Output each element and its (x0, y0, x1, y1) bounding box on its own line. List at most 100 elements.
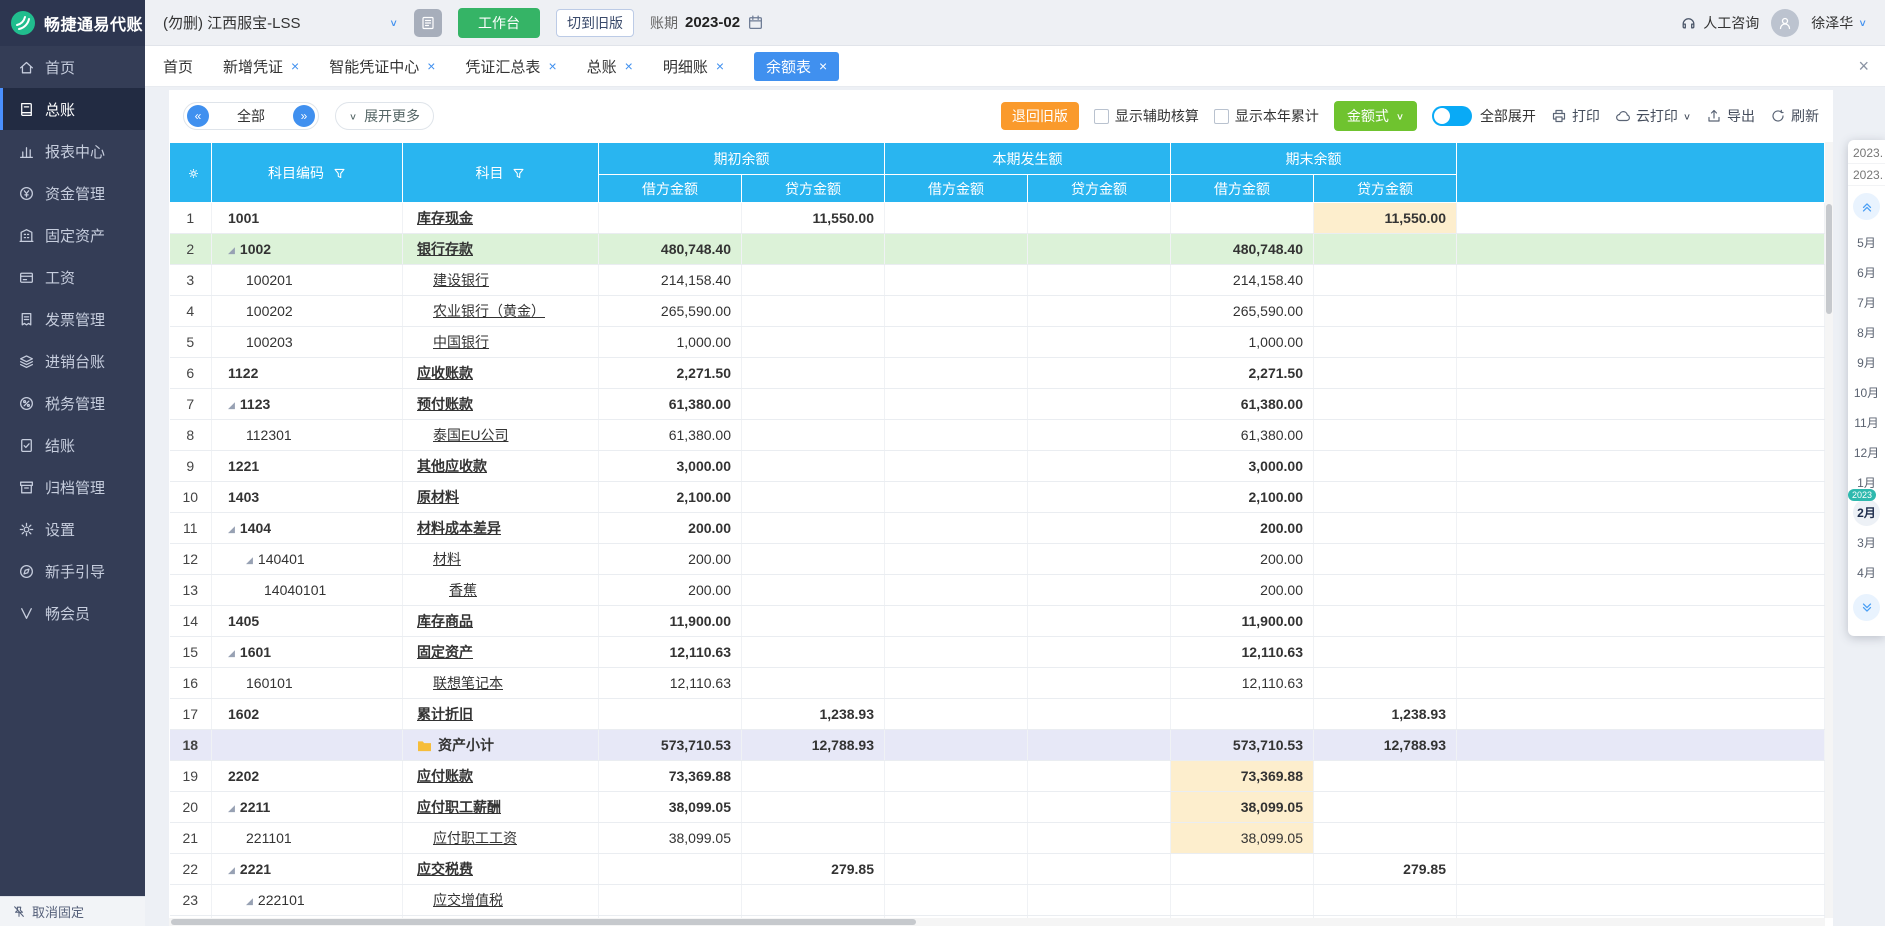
month-8月[interactable]: 8月 (1848, 317, 1885, 347)
tab-close-icon[interactable]: × (291, 58, 300, 74)
account-link[interactable]: 泰国EU公司 (433, 427, 509, 443)
account-link[interactable]: 固定资产 (417, 644, 473, 660)
account-link[interactable]: 建设银行 (433, 272, 489, 288)
sidebar-item-settings[interactable]: 设置 (0, 508, 145, 550)
tab-balance-sheet[interactable]: 余额表 × (754, 51, 840, 81)
horizontal-scrollbar-thumb[interactable] (171, 919, 917, 925)
account-link[interactable]: 应收账款 (417, 365, 473, 381)
month-9月[interactable]: 9月 (1848, 347, 1885, 377)
sidebar-item-salary[interactable]: 工资 (0, 256, 145, 298)
account-link[interactable]: 库存现金 (417, 210, 473, 226)
account-link[interactable]: 库存商品 (417, 613, 473, 629)
sidebar-item-closing[interactable]: 结账 (0, 424, 145, 466)
show-ytd-checkbox[interactable]: 显示本年累计 (1213, 106, 1319, 126)
export-button[interactable]: 导出 (1706, 106, 1755, 126)
sidebar-item-general-ledger[interactable]: 总账 (0, 88, 145, 130)
vertical-scrollbar[interactable] (1825, 142, 1833, 918)
vertical-scrollbar-thumb[interactable] (1826, 204, 1832, 314)
amount-style-button[interactable]: 金额式 ∨ (1333, 101, 1417, 131)
account-link[interactable]: 应交增值税 (433, 892, 503, 908)
month-5月[interactable]: 5月 (1848, 227, 1885, 257)
scope-prev-button[interactable]: « (187, 105, 209, 127)
expand-triangle-icon[interactable]: ◢ (228, 648, 235, 658)
sidebar-item-fund[interactable]: 资金管理 (0, 172, 145, 214)
account-link[interactable]: 预付账款 (417, 396, 473, 412)
refresh-button[interactable]: 刷新 (1770, 106, 1819, 126)
tab-close-icon[interactable]: × (427, 58, 436, 74)
month-1月[interactable]: 1月 (1848, 467, 1885, 497)
account-link[interactable]: 银行存款 (417, 241, 473, 257)
month-11月[interactable]: 11月 (1848, 407, 1885, 437)
tab-close-icon[interactable]: × (624, 58, 633, 74)
expand-triangle-icon[interactable]: ◢ (228, 245, 235, 255)
show-aux-checkbox[interactable]: 显示辅助核算 (1093, 106, 1199, 126)
sidebar-item-report-center[interactable]: 报表中心 (0, 130, 145, 172)
toggle-track[interactable] (1431, 106, 1472, 126)
switch-old-version-button[interactable]: 切到旧版 (556, 8, 634, 37)
account-link[interactable]: 累计折旧 (417, 706, 473, 722)
tab-voucher-summary[interactable]: 凭证汇总表 × (465, 52, 556, 81)
sidebar-item-inventory[interactable]: 进销台账 (0, 340, 145, 382)
expand-triangle-icon[interactable]: ◢ (228, 400, 235, 410)
expand-all-toggle[interactable]: 全部展开 (1431, 106, 1536, 126)
company-select[interactable]: (勿删) 江西服宝-LSS ∨ (163, 12, 398, 33)
tab-general-ledger[interactable]: 总账 × (587, 52, 633, 81)
tab-close-icon[interactable]: × (715, 58, 725, 74)
column-config-header[interactable] (169, 142, 212, 203)
account-link[interactable]: 应付职工工资 (433, 830, 517, 846)
print-button[interactable]: 打印 (1551, 106, 1600, 126)
expand-triangle-icon[interactable]: ◢ (246, 896, 253, 906)
avatar[interactable] (1771, 8, 1800, 37)
account-link[interactable]: 联想笔记本 (433, 675, 503, 691)
month-10月[interactable]: 10月 (1848, 377, 1885, 407)
tab-detail-ledger[interactable]: 明细账 × (663, 52, 724, 81)
sidebar-item-home[interactable]: 首页 (0, 46, 145, 88)
scroll-down-button[interactable] (1853, 594, 1880, 621)
tab-close-icon[interactable]: × (548, 58, 557, 74)
expand-more-button[interactable]: ∨ 展开更多 (335, 102, 435, 130)
account-link[interactable]: 应交税费 (417, 861, 473, 877)
username[interactable]: 徐泽华 ∨ (1811, 13, 1867, 33)
sidebar-item-tax[interactable]: 税务管理 (0, 382, 145, 424)
month-7月[interactable]: 7月 (1848, 287, 1885, 317)
expand-triangle-icon[interactable]: ◢ (228, 803, 235, 813)
tab-close-icon[interactable]: × (819, 58, 828, 74)
account-link[interactable]: 应付账款 (417, 768, 473, 784)
sidebar-item-guide[interactable]: 新手引导 (0, 550, 145, 592)
sidebar-item-archive[interactable]: 归档管理 (0, 466, 145, 508)
month-6月[interactable]: 6月 (1848, 257, 1885, 287)
filter-icon[interactable] (333, 167, 346, 180)
unpin-button[interactable]: 取消固定 (0, 896, 145, 926)
account-link[interactable]: 其他应收款 (417, 458, 487, 474)
month-4月[interactable]: 4月 (1848, 557, 1885, 587)
year-item[interactable]: 2023. (1848, 142, 1885, 164)
org-doc-icon[interactable] (414, 8, 442, 37)
close-icon[interactable]: × (1858, 55, 1869, 76)
account-link[interactable]: 香蕉 (449, 582, 477, 598)
period-picker[interactable]: 账期 2023-02 (650, 13, 764, 33)
sidebar-item-invoice[interactable]: 发票管理 (0, 298, 145, 340)
horizontal-scrollbar[interactable] (169, 918, 1825, 926)
expand-triangle-icon[interactable]: ◢ (228, 524, 235, 534)
sidebar-item-fixed-assets[interactable]: 固定资产 (0, 214, 145, 256)
account-link[interactable]: 应付职工薪酬 (417, 799, 501, 815)
scope-next-button[interactable]: » (293, 105, 315, 127)
expand-triangle-icon[interactable]: ◢ (228, 865, 235, 875)
scroll-up-button[interactable] (1853, 193, 1880, 220)
workbench-button[interactable]: 工作台 (458, 7, 540, 38)
month-2月[interactable]: 2023 2月 (1848, 489, 1885, 527)
account-link[interactable]: 材料成本差异 (417, 520, 501, 536)
account-link[interactable]: 原材料 (417, 489, 459, 505)
account-link[interactable]: 中国银行 (433, 334, 489, 350)
filter-icon[interactable] (512, 167, 525, 180)
cloud-print-button[interactable]: 云打印 ∨ (1615, 106, 1691, 126)
month-3月[interactable]: 3月 (1848, 527, 1885, 557)
tab-home[interactable]: 首页 (163, 52, 193, 81)
account-link[interactable]: 材料 (433, 551, 461, 567)
month-12月[interactable]: 12月 (1848, 437, 1885, 467)
expand-triangle-icon[interactable]: ◢ (246, 555, 253, 565)
tab-new-voucher[interactable]: 新增凭证 × (223, 52, 299, 81)
account-link[interactable]: 农业银行（黄金） (433, 303, 545, 319)
scope-selector[interactable]: « 全部 » (183, 102, 319, 130)
tab-smart-voucher-center[interactable]: 智能凭证中心 × (329, 52, 435, 81)
